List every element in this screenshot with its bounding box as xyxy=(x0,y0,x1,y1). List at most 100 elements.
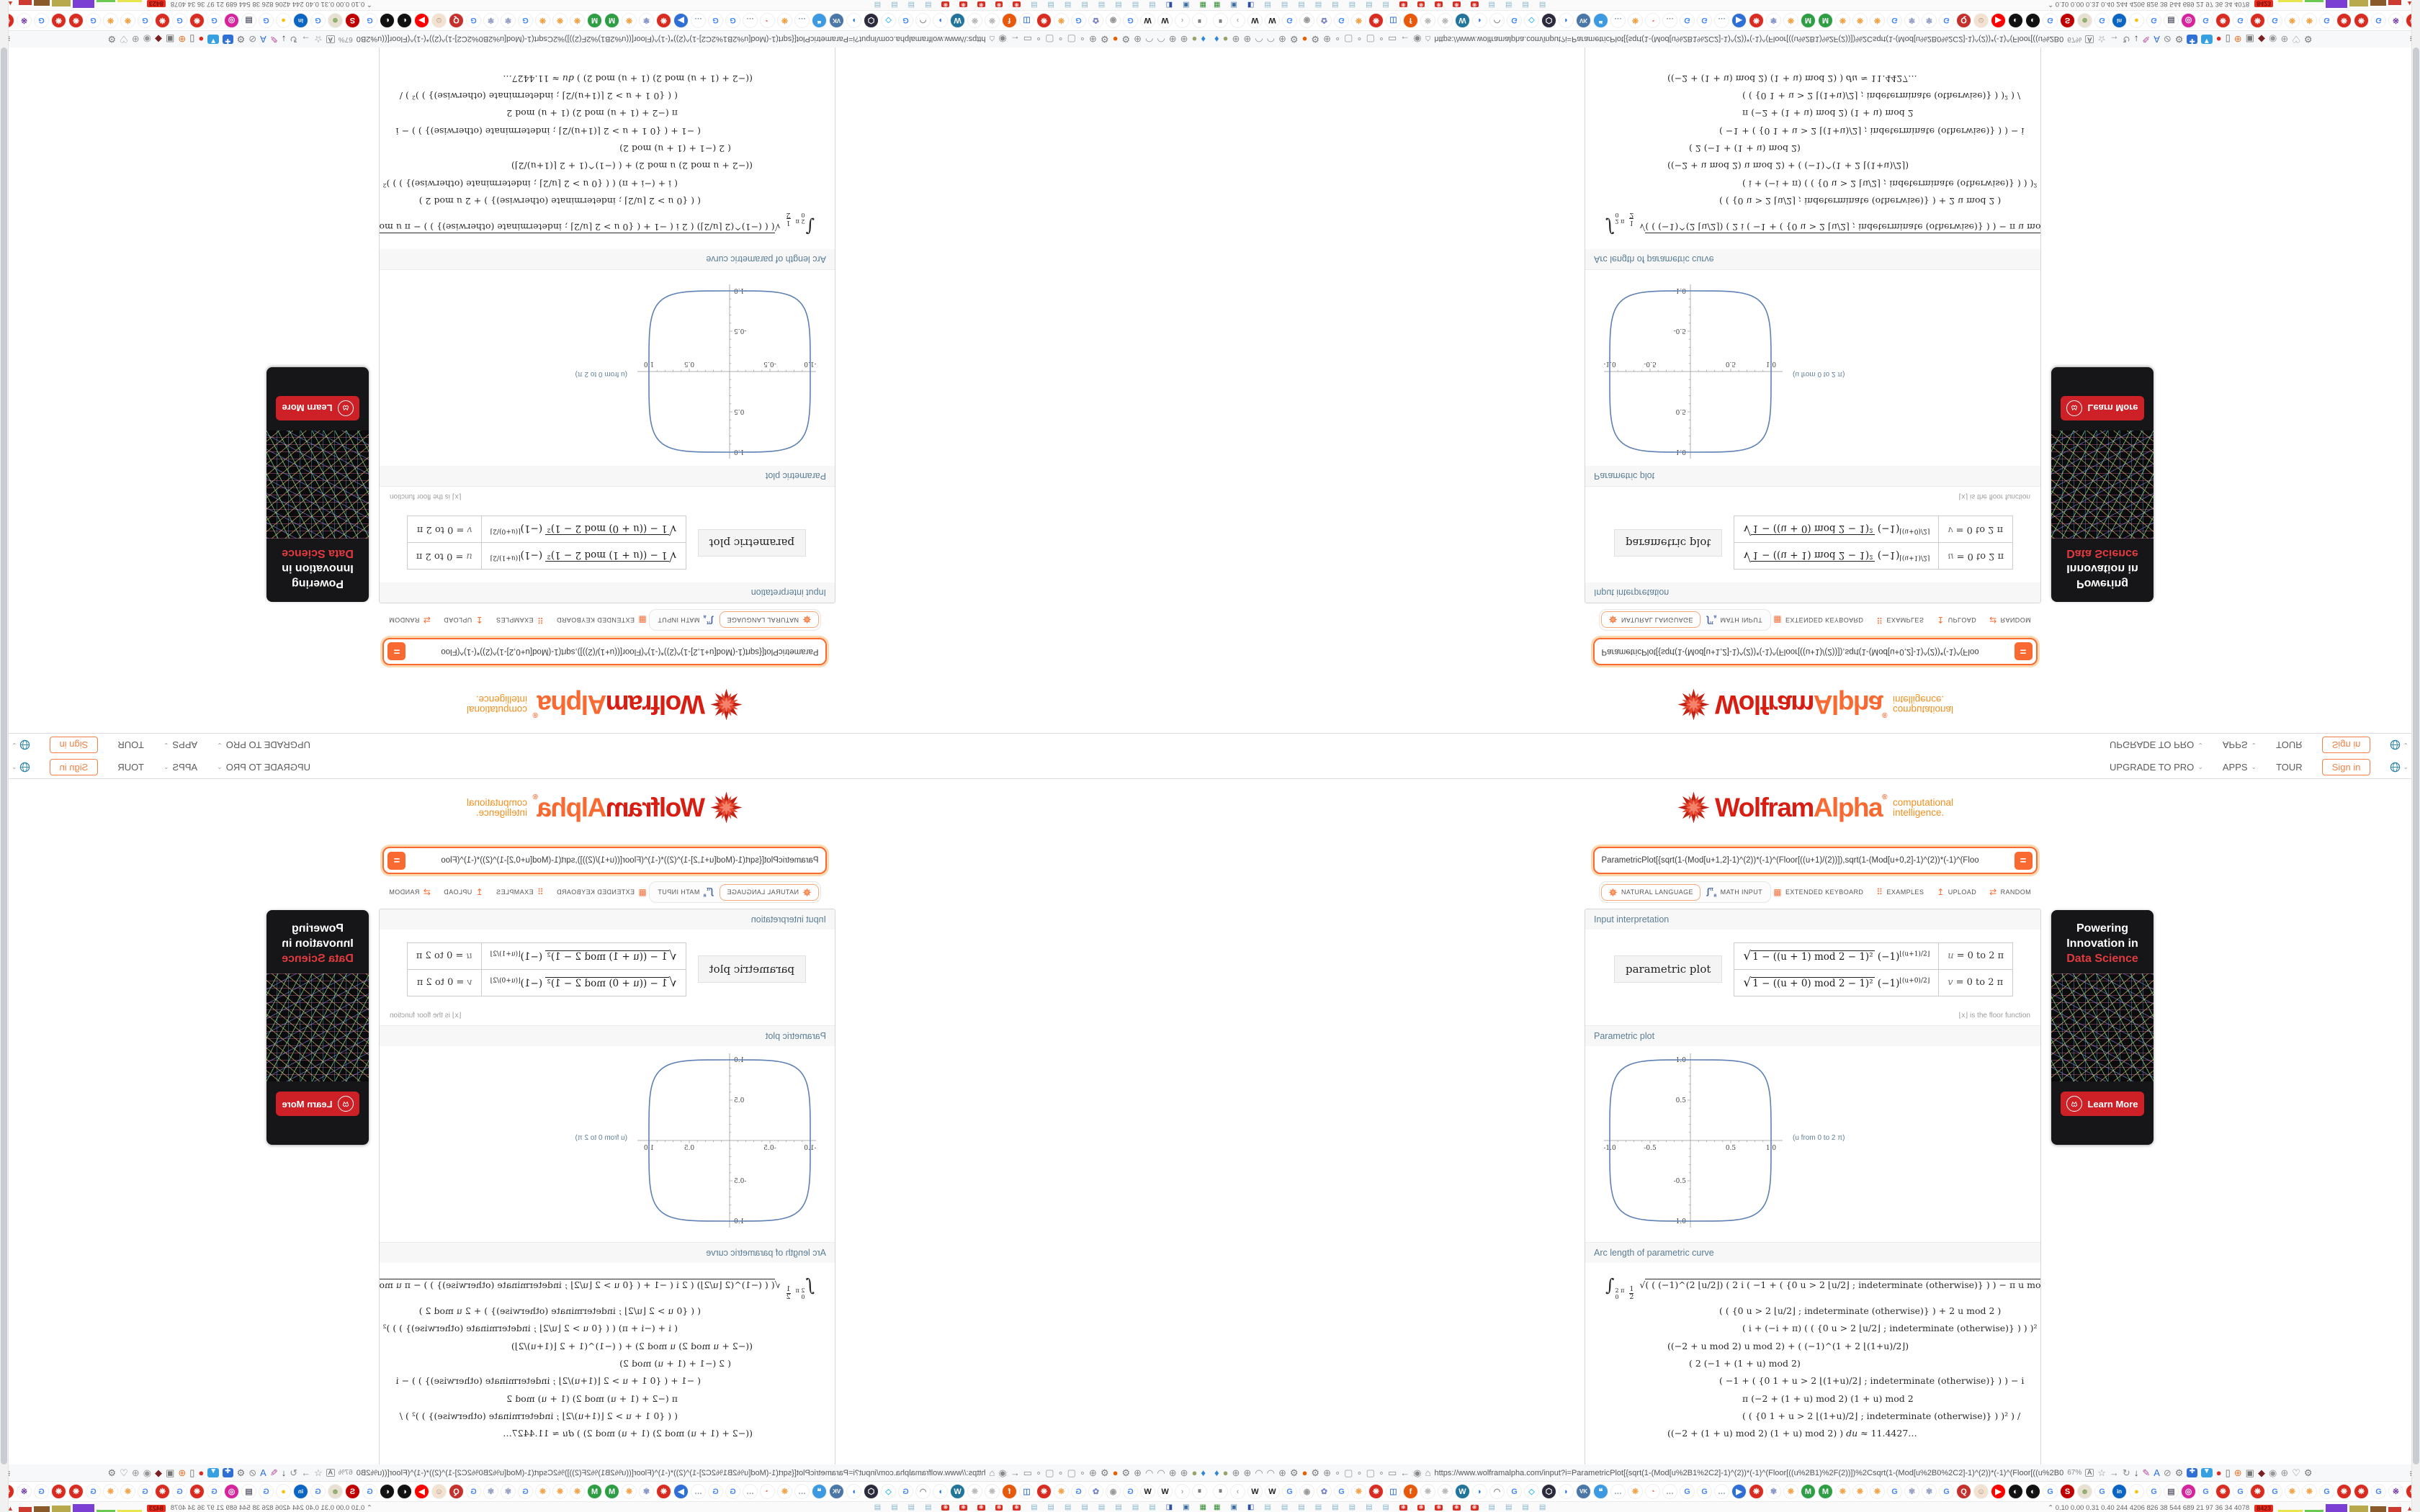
nav-upgrade-to-pro[interactable]: UPGRADE TO PRO ⌄ xyxy=(2110,762,2203,773)
extension-icon[interactable]: ☆ xyxy=(2097,1467,2106,1478)
bookmark-icon[interactable]: ▤ xyxy=(1264,1503,1271,1511)
tab-favicon[interactable]: ✾ xyxy=(1922,1484,1937,1499)
tab-favicon[interactable]: ❋ xyxy=(967,13,982,28)
bookmark-icon[interactable]: ▦ xyxy=(1199,1,1206,9)
extension-icon[interactable]: ⊕ xyxy=(178,34,187,45)
extension-icon[interactable]: ▢ xyxy=(1366,34,1375,45)
extension-icon[interactable]: ▼ xyxy=(2200,35,2213,45)
extension-icon[interactable]: ⚙ xyxy=(1311,1467,1320,1478)
tab-favicon[interactable]: ◔ xyxy=(760,13,775,28)
tab-favicon[interactable]: ❋ xyxy=(1852,13,1868,28)
tab-favicon[interactable]: ◇ xyxy=(1524,1484,1539,1499)
upload-button[interactable]: ↥ UPLOAD xyxy=(443,614,483,625)
extension-icon[interactable]: ▭ xyxy=(1023,1467,1032,1478)
bookmark-icon[interactable]: ▤ xyxy=(1522,1,1529,9)
extension-icon[interactable]: ⊕ xyxy=(1180,34,1188,45)
tab-favicon[interactable]: ❋ xyxy=(51,13,66,28)
tab-favicon[interactable]: ◐ xyxy=(2008,13,2023,28)
tab-favicon[interactable]: ❋ xyxy=(1783,1484,1798,1499)
zoom-level[interactable]: 67% xyxy=(2067,1469,2082,1477)
natural-language-tab[interactable]: NATURAL LANGUAGE xyxy=(1601,611,1700,629)
language-selector[interactable]: ⌄ xyxy=(12,762,30,773)
tab-favicon[interactable]: G xyxy=(259,13,274,28)
extension-icon[interactable]: ▣ xyxy=(166,34,175,45)
extension-icon[interactable]: → xyxy=(2109,1467,2119,1478)
tab-favicon[interactable]: ❋ xyxy=(1438,1484,1453,1499)
tab-favicon[interactable]: ❋ xyxy=(120,1484,135,1499)
nav-tour[interactable]: TOUR xyxy=(117,739,144,750)
tab-favicon[interactable]: ❋ xyxy=(967,1484,982,1499)
tab-favicon[interactable]: VK xyxy=(1576,1484,1591,1499)
bookmark-icon[interactable]: ▤ xyxy=(1314,1503,1322,1511)
extension-icon[interactable]: ↓ xyxy=(2133,1467,2139,1478)
tab-favicon[interactable]: G xyxy=(708,13,723,28)
tab-favicon[interactable]: M xyxy=(604,1484,619,1499)
tab-favicon[interactable]: in xyxy=(2112,13,2127,28)
tab-favicon[interactable]: W xyxy=(1157,13,1173,28)
nav-upgrade-to-pro[interactable]: UPGRADE TO PRO ⌄ xyxy=(2110,739,2203,750)
tab-favicon[interactable]: ◐ xyxy=(2025,1484,2040,1499)
extension-icon[interactable]: ✎ xyxy=(269,34,278,45)
zoom-level[interactable]: 67% xyxy=(2067,35,2082,43)
math-input-tab[interactable]: ∫πa MATH INPUT xyxy=(651,611,720,629)
tab-favicon[interactable]: G xyxy=(2233,13,2248,28)
tab-favicon[interactable]: … xyxy=(691,13,706,28)
extension-icon[interactable]: ● xyxy=(198,1467,205,1478)
tab-favicon[interactable]: ◫ xyxy=(1386,1484,1401,1499)
extension-icon[interactable]: ◆ xyxy=(155,34,163,45)
extension-icon[interactable]: ✚ xyxy=(223,1467,233,1477)
tab-favicon[interactable]: ❋ xyxy=(1368,13,1384,28)
tab-favicon[interactable]: ❋ xyxy=(103,1484,118,1499)
bookmark-icon[interactable]: ▣ xyxy=(1230,1,1237,9)
tab-favicon[interactable]: ❋ xyxy=(535,1484,550,1499)
extended-keyboard-button[interactable]: ▦ EXTENDED KEYBOARD xyxy=(1773,887,1864,898)
extension-icon[interactable]: ⊕ xyxy=(1243,1467,1252,1478)
extension-icon[interactable]: ✎ xyxy=(2142,34,2151,45)
tab-favicon[interactable]: W xyxy=(950,1484,965,1499)
extension-icon[interactable]: ▣ xyxy=(2245,1467,2254,1478)
tab-favicon[interactable]: ❋ xyxy=(777,1484,792,1499)
extension-icon[interactable]: ← xyxy=(1010,1467,1020,1478)
tab-favicon[interactable]: ❋ xyxy=(155,1484,170,1499)
tab-favicon[interactable]: ◐ xyxy=(380,1484,395,1499)
extension-icon[interactable]: ◠ xyxy=(1266,34,1275,45)
tab-favicon[interactable]: ◗ xyxy=(846,1484,861,1499)
bookmark-icon[interactable]: ▤ xyxy=(1064,1503,1072,1511)
tab-favicon[interactable]: ◠ xyxy=(1489,1484,1505,1499)
tab-favicon[interactable]: ▶ xyxy=(1731,1484,1747,1499)
bookmark-icon[interactable]: ❋ xyxy=(977,1503,985,1511)
tab-favicon[interactable]: ❋ xyxy=(656,1484,671,1499)
tab-favicon[interactable]: Q xyxy=(1956,1484,1971,1499)
extension-icon[interactable]: ● xyxy=(1222,1467,1229,1478)
tab-favicon[interactable]: ❋ xyxy=(2285,1484,2300,1499)
bookmark-icon[interactable]: ▤ xyxy=(1115,1,1122,9)
parametric-plot-figure[interactable]: -1.0-1.0-0.5-0.50.50.51.01.0 xyxy=(1604,1050,1849,1230)
extension-icon[interactable]: ● xyxy=(1191,1467,1198,1478)
translate-icon[interactable]: A xyxy=(326,35,335,43)
bookmark-icon[interactable]: ▤ xyxy=(1348,1503,1356,1511)
tab-favicon[interactable]: ✾ xyxy=(501,1484,516,1499)
bookmark-icon[interactable]: ◧ xyxy=(1247,1503,1255,1511)
tab-favicon[interactable]: ❋ xyxy=(68,1484,84,1499)
tab-favicon[interactable]: VK xyxy=(829,13,844,28)
extension-icon[interactable]: ♦ xyxy=(1214,34,1219,45)
tab-favicon[interactable]: ❋ xyxy=(1054,1484,1069,1499)
tab-favicon[interactable]: ❋ xyxy=(1870,1484,1885,1499)
extension-icon[interactable]: ∘ xyxy=(1334,1467,1341,1478)
tab-favicon[interactable]: ▤ xyxy=(2164,13,2179,28)
extension-icon[interactable]: ▢ xyxy=(1067,1467,1076,1478)
bookmark-icon[interactable]: ▤ xyxy=(1098,1,1106,9)
tab-favicon[interactable]: ◐ xyxy=(2025,13,2040,28)
extension-icon[interactable]: ⊕ xyxy=(1134,1467,1142,1478)
bookmark-icon[interactable]: ▤ xyxy=(1131,1503,1139,1511)
tab-favicon[interactable]: W xyxy=(950,13,965,28)
zoom-level[interactable]: 67% xyxy=(338,35,353,43)
tab-favicon[interactable]: G xyxy=(2371,13,2386,28)
tab-favicon[interactable]: f xyxy=(1403,1484,1418,1499)
translate-icon[interactable]: A xyxy=(2085,35,2094,43)
tab-favicon[interactable]: M xyxy=(604,13,619,28)
tab-favicon[interactable]: ❋ xyxy=(120,13,135,28)
tab-favicon[interactable]: G xyxy=(362,13,377,28)
bookmark-icon[interactable]: ◧ xyxy=(1165,1503,1173,1511)
random-button[interactable]: ⇄ RANDOM xyxy=(389,887,431,898)
